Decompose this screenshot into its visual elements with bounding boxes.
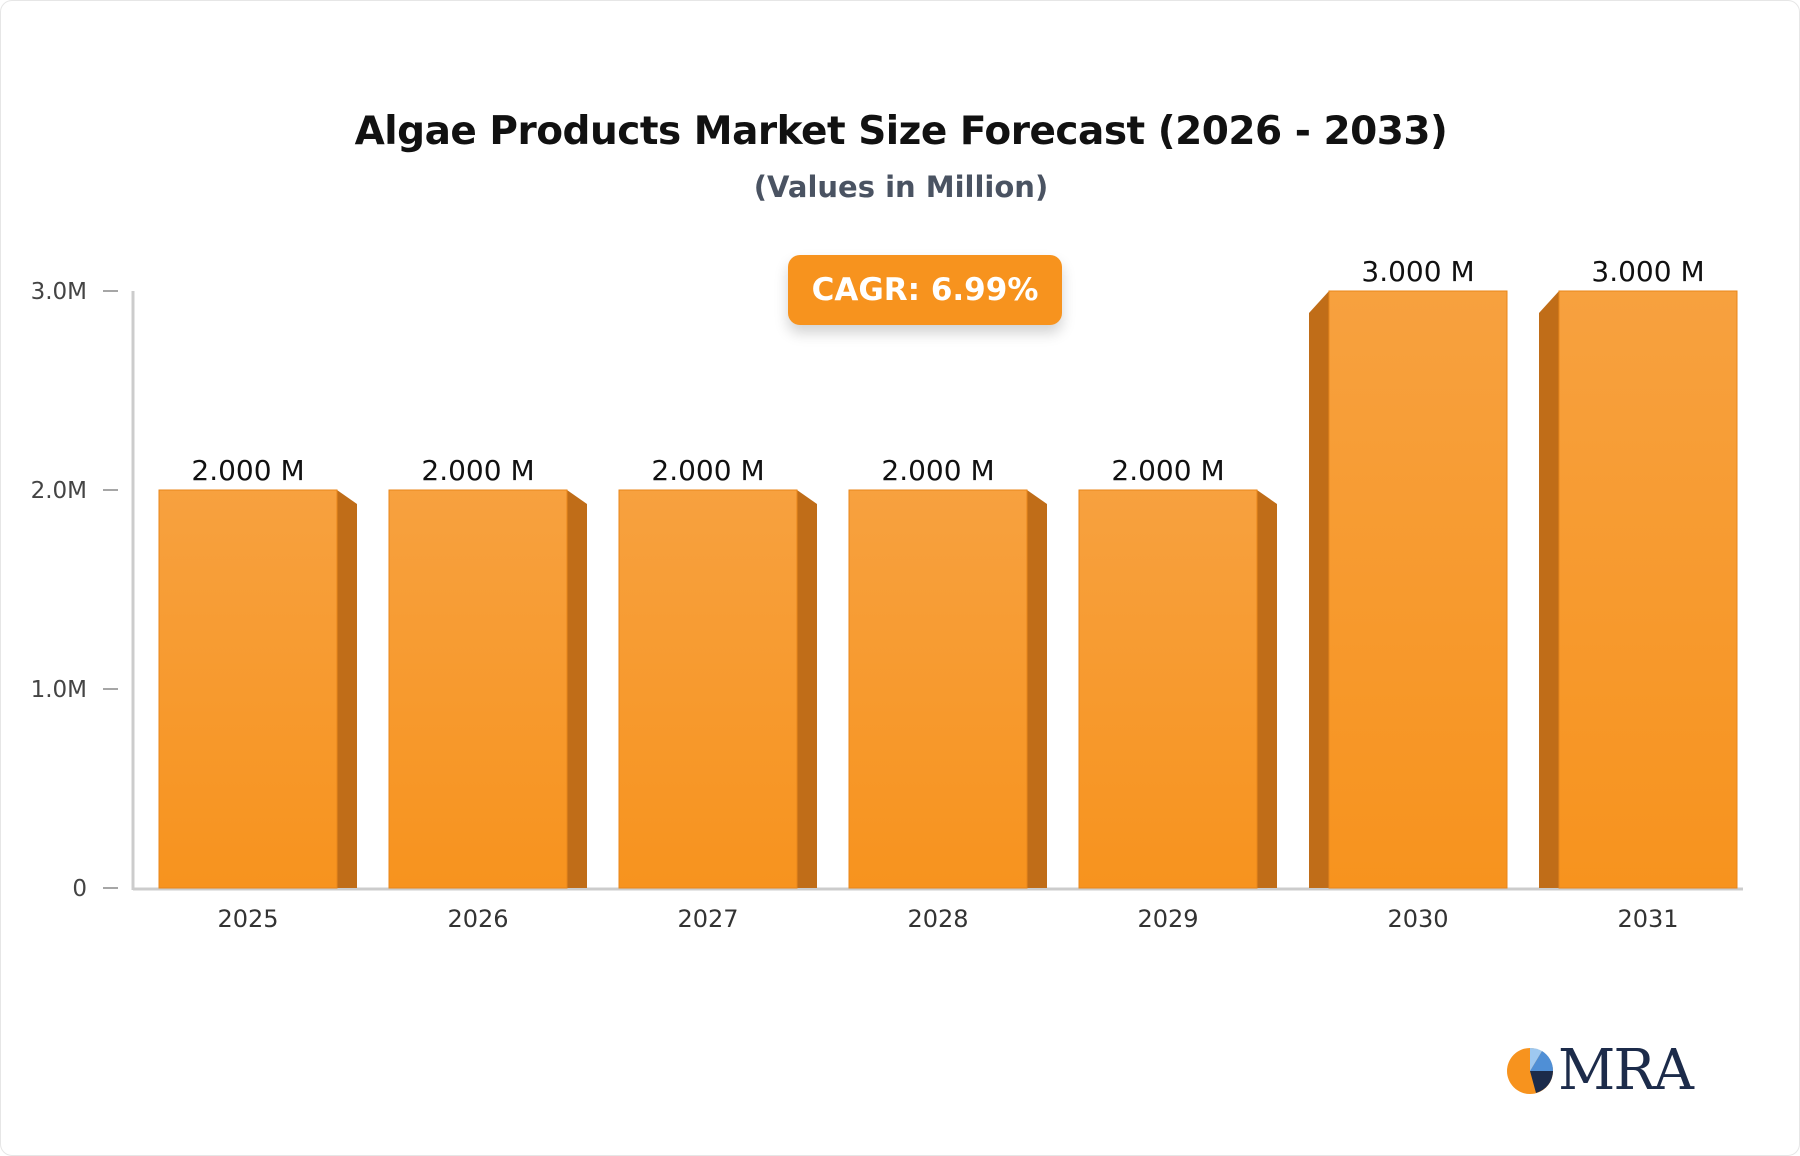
bar-2027 — [618, 489, 817, 889]
y-tick-label: 2.0M — [31, 478, 87, 504]
chart-subtitle: (Values in Million) — [753, 170, 1049, 204]
bar-2026 — [388, 489, 587, 889]
bar-front-face — [1558, 290, 1738, 889]
bar-front-face — [388, 489, 568, 889]
data-label: 2.000 M — [881, 454, 994, 487]
bar-front-face — [1078, 489, 1258, 889]
bar-2031 — [1539, 290, 1738, 889]
bar-front-face — [618, 489, 798, 889]
bar-2028 — [848, 489, 1047, 889]
bar-side-face — [337, 490, 357, 888]
bar-side-face — [1027, 490, 1047, 888]
chart-title: Algae Products Market Size Forecast (202… — [354, 109, 1448, 154]
y-tick-label: 3.0M — [31, 279, 87, 305]
bar-2030 — [1309, 290, 1508, 889]
cagr-badge: CAGR: 6.99% — [788, 255, 1062, 325]
bar-side-face — [567, 490, 587, 888]
logo-text: MRA — [1558, 1038, 1694, 1103]
x-tick-label: 2030 — [1387, 905, 1448, 933]
bars — [158, 290, 1738, 889]
x-tick-label: 2029 — [1137, 905, 1198, 933]
bar-2025 — [158, 489, 357, 889]
bar-side-face — [1309, 291, 1329, 888]
mra-logo: MRA — [1506, 1041, 1696, 1101]
data-label: 2.000 M — [191, 454, 304, 487]
bar-side-face — [1539, 291, 1559, 888]
bar-side-face — [1257, 490, 1277, 888]
bar-2029 — [1078, 489, 1277, 889]
bar-front-face — [1328, 290, 1508, 889]
axes: 0 1.0M 2.0M 3.0M — [31, 279, 1743, 902]
y-tick-label: 1.0M — [31, 677, 87, 703]
data-label: 2.000 M — [1111, 454, 1224, 487]
x-tick-label: 2026 — [447, 905, 508, 933]
x-tick-label: 2025 — [217, 905, 278, 933]
bar-front-face — [158, 489, 338, 889]
data-label: 2.000 M — [651, 454, 764, 487]
labels: 2.000 M 2025 2.000 M 2026 2.000 M 2027 2.000 M… — [191, 255, 1704, 933]
y-tick-label: 0 — [72, 876, 87, 902]
x-tick-label: 2028 — [907, 905, 968, 933]
data-label: 2.000 M — [421, 454, 534, 487]
x-tick-label: 2031 — [1617, 905, 1678, 933]
logo-pie-icon — [1507, 1047, 1554, 1094]
data-label: 3.000 M — [1591, 255, 1704, 288]
x-tick-label: 2027 — [677, 905, 738, 933]
data-label: 3.000 M — [1361, 255, 1474, 288]
bar-front-face — [848, 489, 1028, 889]
bar-side-face — [797, 490, 817, 888]
